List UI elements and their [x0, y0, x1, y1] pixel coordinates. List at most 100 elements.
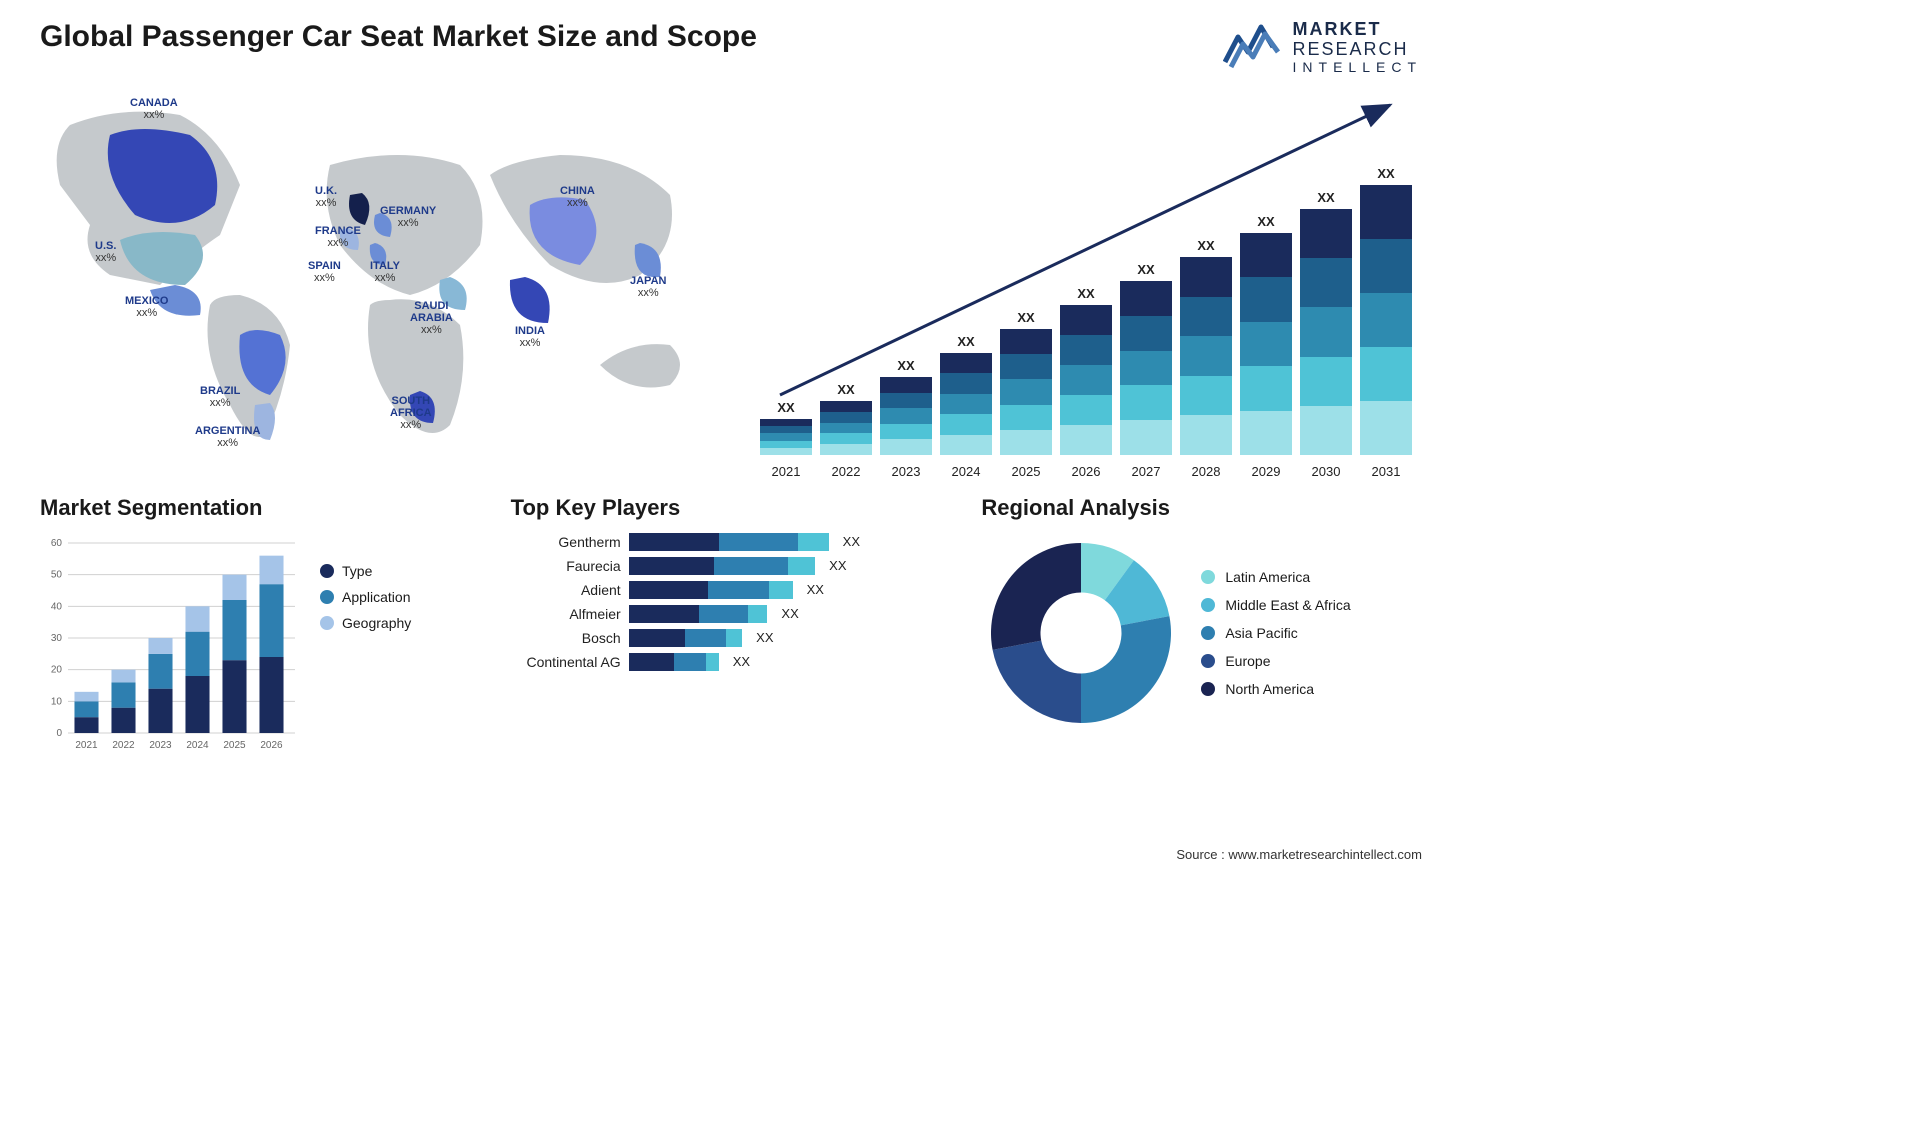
- player-row: Continental AG XX: [511, 653, 871, 671]
- key-players-title: Top Key Players: [511, 495, 952, 521]
- svg-text:60: 60: [51, 538, 63, 549]
- growth-bar-year: 2030: [1300, 464, 1352, 479]
- svg-text:40: 40: [51, 601, 63, 612]
- page-title: Global Passenger Car Seat Market Size an…: [40, 20, 757, 54]
- growth-bar-year: 2024: [940, 464, 992, 479]
- growth-bar-value: XX: [1137, 262, 1154, 277]
- legend-item: Middle East & Africa: [1201, 597, 1350, 613]
- growth-bar-year: 2023: [880, 464, 932, 479]
- growth-bar-value: XX: [1317, 190, 1334, 205]
- growth-bar-value: XX: [897, 358, 914, 373]
- segmentation-chart: 0102030405060202120222023202420252026: [40, 533, 300, 753]
- logo-text-2: RESEARCH: [1293, 40, 1422, 60]
- key-players-panel: Top Key Players GenthermXXFaureciaXXAdie…: [511, 495, 952, 753]
- logo-text-3: INTELLECT: [1293, 60, 1422, 75]
- growth-bar-chart: XX2021XX2022XX2023XX2024XX2025XX2026XX20…: [750, 85, 1422, 485]
- regional-panel: Regional Analysis Latin America Middle Ea…: [981, 495, 1422, 753]
- growth-bar-value: XX: [1017, 310, 1034, 325]
- source-text: Source : www.marketresearchintellect.com: [1176, 847, 1422, 862]
- growth-bar: XX2030: [1300, 190, 1352, 455]
- player-name: Continental AG: [511, 654, 621, 670]
- player-bar: [629, 629, 743, 647]
- player-value: XX: [829, 558, 846, 573]
- legend-item: Type: [320, 563, 411, 579]
- regional-legend: Latin America Middle East & Africa Asia Pa…: [1201, 569, 1350, 697]
- svg-text:2023: 2023: [149, 740, 172, 751]
- player-row: Gentherm XX: [511, 533, 871, 551]
- player-row: Bosch XX: [511, 629, 871, 647]
- svg-text:2026: 2026: [260, 740, 283, 751]
- player-value: XX: [781, 606, 798, 621]
- player-bar: [629, 533, 829, 551]
- map-label: SOUTHAFRICAxx%: [390, 395, 432, 431]
- legend-item: Europe: [1201, 653, 1350, 669]
- player-name: Gentherm: [511, 534, 621, 550]
- player-value: XX: [807, 582, 824, 597]
- growth-bar-year: 2025: [1000, 464, 1052, 479]
- player-bar: [629, 653, 719, 671]
- growth-bar-value: XX: [1077, 286, 1094, 301]
- svg-text:2024: 2024: [186, 740, 209, 751]
- growth-bar-value: XX: [1197, 238, 1214, 253]
- map-label: GERMANYxx%: [380, 205, 436, 229]
- player-value: XX: [756, 630, 773, 645]
- growth-bar: XX2025: [1000, 310, 1052, 455]
- player-row: Faurecia XX: [511, 557, 871, 575]
- logo-icon: [1223, 22, 1283, 72]
- player-value: XX: [843, 534, 860, 549]
- player-value: XX: [733, 654, 750, 669]
- player-name: Faurecia: [511, 558, 621, 574]
- growth-bar-year: 2022: [820, 464, 872, 479]
- legend-item: Asia Pacific: [1201, 625, 1350, 641]
- growth-bar-value: XX: [1377, 166, 1394, 181]
- svg-text:30: 30: [51, 633, 63, 644]
- map-label: U.S.xx%: [95, 240, 116, 264]
- map-label: BRAZILxx%: [200, 385, 240, 409]
- growth-bar-year: 2031: [1360, 464, 1412, 479]
- map-label: JAPANxx%: [630, 275, 666, 299]
- segmentation-title: Market Segmentation: [40, 495, 481, 521]
- growth-bar: XX2028: [1180, 238, 1232, 455]
- svg-text:0: 0: [56, 728, 62, 739]
- map-label: INDIAxx%: [515, 325, 545, 349]
- brand-logo: MARKET RESEARCH INTELLECT: [1223, 20, 1422, 75]
- growth-bar: XX2021: [760, 400, 812, 455]
- growth-bar: XX2024: [940, 334, 992, 455]
- growth-bar: XX2026: [1060, 286, 1112, 455]
- growth-bar: XX2023: [880, 358, 932, 455]
- svg-text:2022: 2022: [112, 740, 135, 751]
- legend-item: Latin America: [1201, 569, 1350, 585]
- legend-item: Geography: [320, 615, 411, 631]
- map-label: CHINAxx%: [560, 185, 595, 209]
- player-row: Alfmeier XX: [511, 605, 871, 623]
- legend-item: Application: [320, 589, 411, 605]
- growth-bar-value: XX: [1257, 214, 1274, 229]
- growth-bar-year: 2021: [760, 464, 812, 479]
- player-bar: [629, 605, 768, 623]
- world-map: CANADAxx%U.S.xx%MEXICOxx%BRAZILxx%ARGENT…: [40, 85, 720, 485]
- growth-bar-year: 2029: [1240, 464, 1292, 479]
- regional-title: Regional Analysis: [981, 495, 1422, 521]
- growth-bar-year: 2027: [1120, 464, 1172, 479]
- map-label: SPAINxx%: [308, 260, 341, 284]
- growth-bar: XX2022: [820, 382, 872, 455]
- player-name: Adient: [511, 582, 621, 598]
- player-bar: [629, 581, 793, 599]
- svg-text:50: 50: [51, 570, 63, 581]
- svg-text:10: 10: [51, 696, 63, 707]
- svg-text:2025: 2025: [223, 740, 246, 751]
- growth-bar: XX2031: [1360, 166, 1412, 455]
- player-bar: [629, 557, 815, 575]
- growth-bar: XX2029: [1240, 214, 1292, 455]
- map-label: ITALYxx%: [370, 260, 400, 284]
- growth-bar-value: XX: [957, 334, 974, 349]
- player-name: Bosch: [511, 630, 621, 646]
- player-row: Adient XX: [511, 581, 871, 599]
- player-name: Alfmeier: [511, 606, 621, 622]
- key-players-chart: GenthermXXFaureciaXXAdientXXAlfmeierXXBo…: [511, 533, 871, 671]
- map-label: U.K.xx%: [315, 185, 337, 209]
- growth-bar-year: 2026: [1060, 464, 1112, 479]
- growth-bar: XX2027: [1120, 262, 1172, 455]
- map-label: FRANCExx%: [315, 225, 361, 249]
- logo-text-1: MARKET: [1293, 20, 1422, 40]
